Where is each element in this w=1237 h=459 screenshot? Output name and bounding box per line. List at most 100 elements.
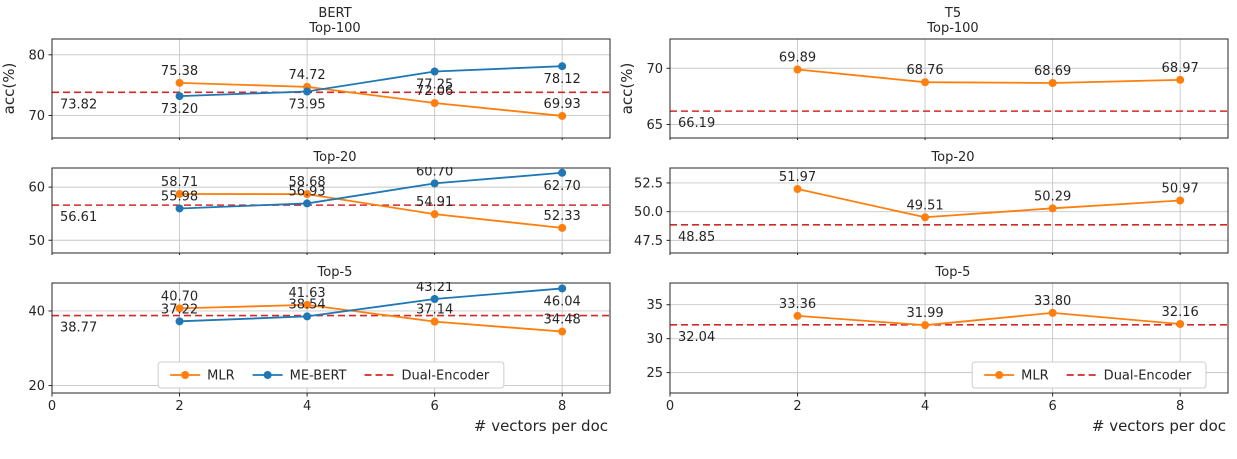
svg-text:58.71: 58.71 bbox=[161, 175, 198, 190]
bert-top100-title: Top-100 bbox=[309, 21, 361, 36]
svg-text:50.97: 50.97 bbox=[1162, 182, 1199, 197]
svg-text:70: 70 bbox=[28, 109, 45, 124]
svg-text:MLR: MLR bbox=[207, 369, 235, 384]
svg-text:40.70: 40.70 bbox=[161, 289, 198, 304]
svg-text:2: 2 bbox=[175, 399, 183, 414]
svg-text:37.14: 37.14 bbox=[416, 303, 453, 318]
svg-text:33.36: 33.36 bbox=[779, 297, 816, 312]
svg-text:47.5: 47.5 bbox=[634, 234, 663, 249]
svg-text:68.76: 68.76 bbox=[906, 63, 943, 78]
svg-text:49.51: 49.51 bbox=[906, 198, 943, 213]
bert-figure: BERT Top-100 73.82 75.38 74.72 72.06 69.93 73… bbox=[0, 6, 618, 435]
svg-text:8: 8 bbox=[558, 399, 566, 414]
svg-text:8: 8 bbox=[1176, 399, 1184, 414]
svg-text:70: 70 bbox=[646, 62, 663, 77]
svg-text:6: 6 bbox=[430, 399, 438, 414]
svg-text:60: 60 bbox=[28, 181, 45, 196]
bert-top100-subplot: Top-100 73.82 75.38 74.72 72.06 69.93 73.20 73… bbox=[0, 21, 618, 140]
svg-text:6: 6 bbox=[1048, 399, 1056, 414]
svg-text:72.06: 72.06 bbox=[416, 84, 453, 99]
bert-top20-title: Top-20 bbox=[313, 150, 357, 165]
t5-top20-plot: 48.85 51.97 49.51 50.29 50.97 47.5 50.0 52.5 bbox=[634, 167, 1229, 255]
svg-text:69.93: 69.93 bbox=[544, 97, 581, 112]
svg-text:32.04: 32.04 bbox=[678, 330, 715, 345]
t5-top5-title: Top-5 bbox=[935, 265, 971, 280]
bert-suptitle: BERT bbox=[318, 6, 352, 21]
svg-text:0: 0 bbox=[48, 399, 56, 414]
svg-text:75.38: 75.38 bbox=[161, 64, 198, 79]
bert-top5-plot: 38.77 40.70 41.63 37.14 34.48 37.22 38.54 43.21… bbox=[28, 282, 611, 414]
svg-text:68.97: 68.97 bbox=[1162, 61, 1199, 76]
t5-top100-plot: 66.19 69.89 68.76 68.69 68.97 65 70 acc(%) bbox=[618, 38, 1229, 140]
bert-top5-title: Top-5 bbox=[317, 265, 353, 280]
svg-text:2: 2 bbox=[793, 399, 801, 414]
bert-top20-plot: 56.61 58.71 58.68 54.91 52.33 55.98 56.93 60.70… bbox=[28, 167, 611, 255]
svg-text:37.22: 37.22 bbox=[161, 302, 198, 317]
svg-text:50.29: 50.29 bbox=[1034, 189, 1071, 204]
legend: MLR ME-BERT Dual-Encoder bbox=[157, 361, 505, 389]
svg-text:58.68: 58.68 bbox=[288, 175, 325, 190]
svg-text:80: 80 bbox=[28, 48, 45, 63]
svg-text:33.80: 33.80 bbox=[1034, 294, 1071, 309]
svg-text:40: 40 bbox=[28, 304, 45, 319]
svg-text:56.61: 56.61 bbox=[60, 210, 97, 225]
svg-text:51.97: 51.97 bbox=[779, 170, 816, 185]
svg-text:20: 20 bbox=[28, 379, 45, 394]
bert-top5-subplot: Top-5 38.77 40.70 41.63 37.14 34.48 37.22 38.5… bbox=[0, 265, 618, 416]
svg-text:73.82: 73.82 bbox=[60, 97, 97, 112]
svg-text:56.93: 56.93 bbox=[288, 184, 325, 199]
bert-xaxis-label: # vectors per doc bbox=[473, 417, 608, 435]
svg-text:32.16: 32.16 bbox=[1162, 305, 1199, 320]
svg-text:65: 65 bbox=[646, 118, 663, 133]
svg-text:34.48: 34.48 bbox=[544, 313, 581, 328]
svg-text:48.85: 48.85 bbox=[678, 230, 715, 245]
t5-top5-plot: 32.04 33.36 31.99 33.80 32.16 25 30 35 0 2 4 6 8 MLR D… bbox=[646, 282, 1229, 414]
svg-text:66.19: 66.19 bbox=[678, 116, 715, 131]
svg-text:78.12: 78.12 bbox=[544, 72, 581, 87]
svg-text:60.70: 60.70 bbox=[416, 167, 453, 179]
svg-text:50.0: 50.0 bbox=[634, 205, 663, 220]
svg-text:38.54: 38.54 bbox=[288, 297, 325, 312]
svg-text:73.95: 73.95 bbox=[288, 98, 325, 113]
legend: MLR Dual-Encoder bbox=[971, 361, 1207, 389]
svg-text:4: 4 bbox=[303, 399, 311, 414]
svg-text:62.70: 62.70 bbox=[544, 179, 581, 194]
svg-text:ME-BERT: ME-BERT bbox=[290, 369, 347, 384]
svg-text:46.04: 46.04 bbox=[544, 294, 581, 309]
t5-suptitle: T5 bbox=[944, 6, 962, 21]
svg-text:41.63: 41.63 bbox=[288, 286, 325, 301]
t5-figure: T5 Top-100 66.19 69.89 68.76 68.69 68.97 65 70… bbox=[618, 6, 1236, 435]
t5-top20-subplot: Top-20 48.85 51.97 49.51 50.29 50.97 47.5 50.0… bbox=[618, 150, 1236, 255]
bert-top20-subplot: Top-20 56.61 58.71 58.68 54.91 52.33 55.98 56.… bbox=[0, 150, 618, 255]
svg-text:0: 0 bbox=[666, 399, 674, 414]
figure: BERT Top-100 73.82 75.38 74.72 72.06 69.93 73… bbox=[0, 6, 1236, 435]
bert-top100-plot: 73.82 75.38 74.72 72.06 69.93 73.20 73.95 77.25… bbox=[0, 38, 611, 140]
svg-text:69.89: 69.89 bbox=[779, 50, 816, 65]
svg-text:4: 4 bbox=[921, 399, 929, 414]
svg-text:52.5: 52.5 bbox=[634, 176, 663, 191]
svg-text:55.98: 55.98 bbox=[161, 189, 198, 204]
t5-top100-subplot: Top-100 66.19 69.89 68.76 68.69 68.97 65 70 acc… bbox=[618, 21, 1236, 140]
svg-text:43.21: 43.21 bbox=[416, 282, 453, 295]
svg-text:acc(%): acc(%) bbox=[618, 63, 636, 115]
svg-text:Dual-Encoder: Dual-Encoder bbox=[402, 369, 490, 384]
t5-top5-subplot: Top-5 32.04 33.36 31.99 33.80 32.16 25 30 35 0 2 4… bbox=[618, 265, 1236, 416]
svg-text:52.33: 52.33 bbox=[544, 209, 581, 224]
svg-text:38.77: 38.77 bbox=[60, 321, 97, 336]
svg-text:50: 50 bbox=[28, 234, 45, 249]
svg-text:25: 25 bbox=[646, 366, 663, 381]
svg-text:73.20: 73.20 bbox=[161, 102, 198, 117]
svg-text:Dual-Encoder: Dual-Encoder bbox=[1104, 369, 1192, 384]
svg-text:31.99: 31.99 bbox=[906, 306, 943, 321]
svg-text:74.72: 74.72 bbox=[288, 68, 325, 83]
t5-top100-title: Top-100 bbox=[927, 21, 979, 36]
t5-top20-title: Top-20 bbox=[931, 150, 975, 165]
svg-text:54.91: 54.91 bbox=[416, 195, 453, 210]
svg-text:35: 35 bbox=[646, 298, 663, 313]
svg-text:68.69: 68.69 bbox=[1034, 64, 1071, 79]
svg-text:acc(%): acc(%) bbox=[0, 63, 18, 115]
t5-xaxis-label: # vectors per doc bbox=[1091, 417, 1226, 435]
svg-text:77.25: 77.25 bbox=[416, 77, 453, 92]
svg-text:MLR: MLR bbox=[1021, 369, 1049, 384]
svg-text:30: 30 bbox=[646, 332, 663, 347]
